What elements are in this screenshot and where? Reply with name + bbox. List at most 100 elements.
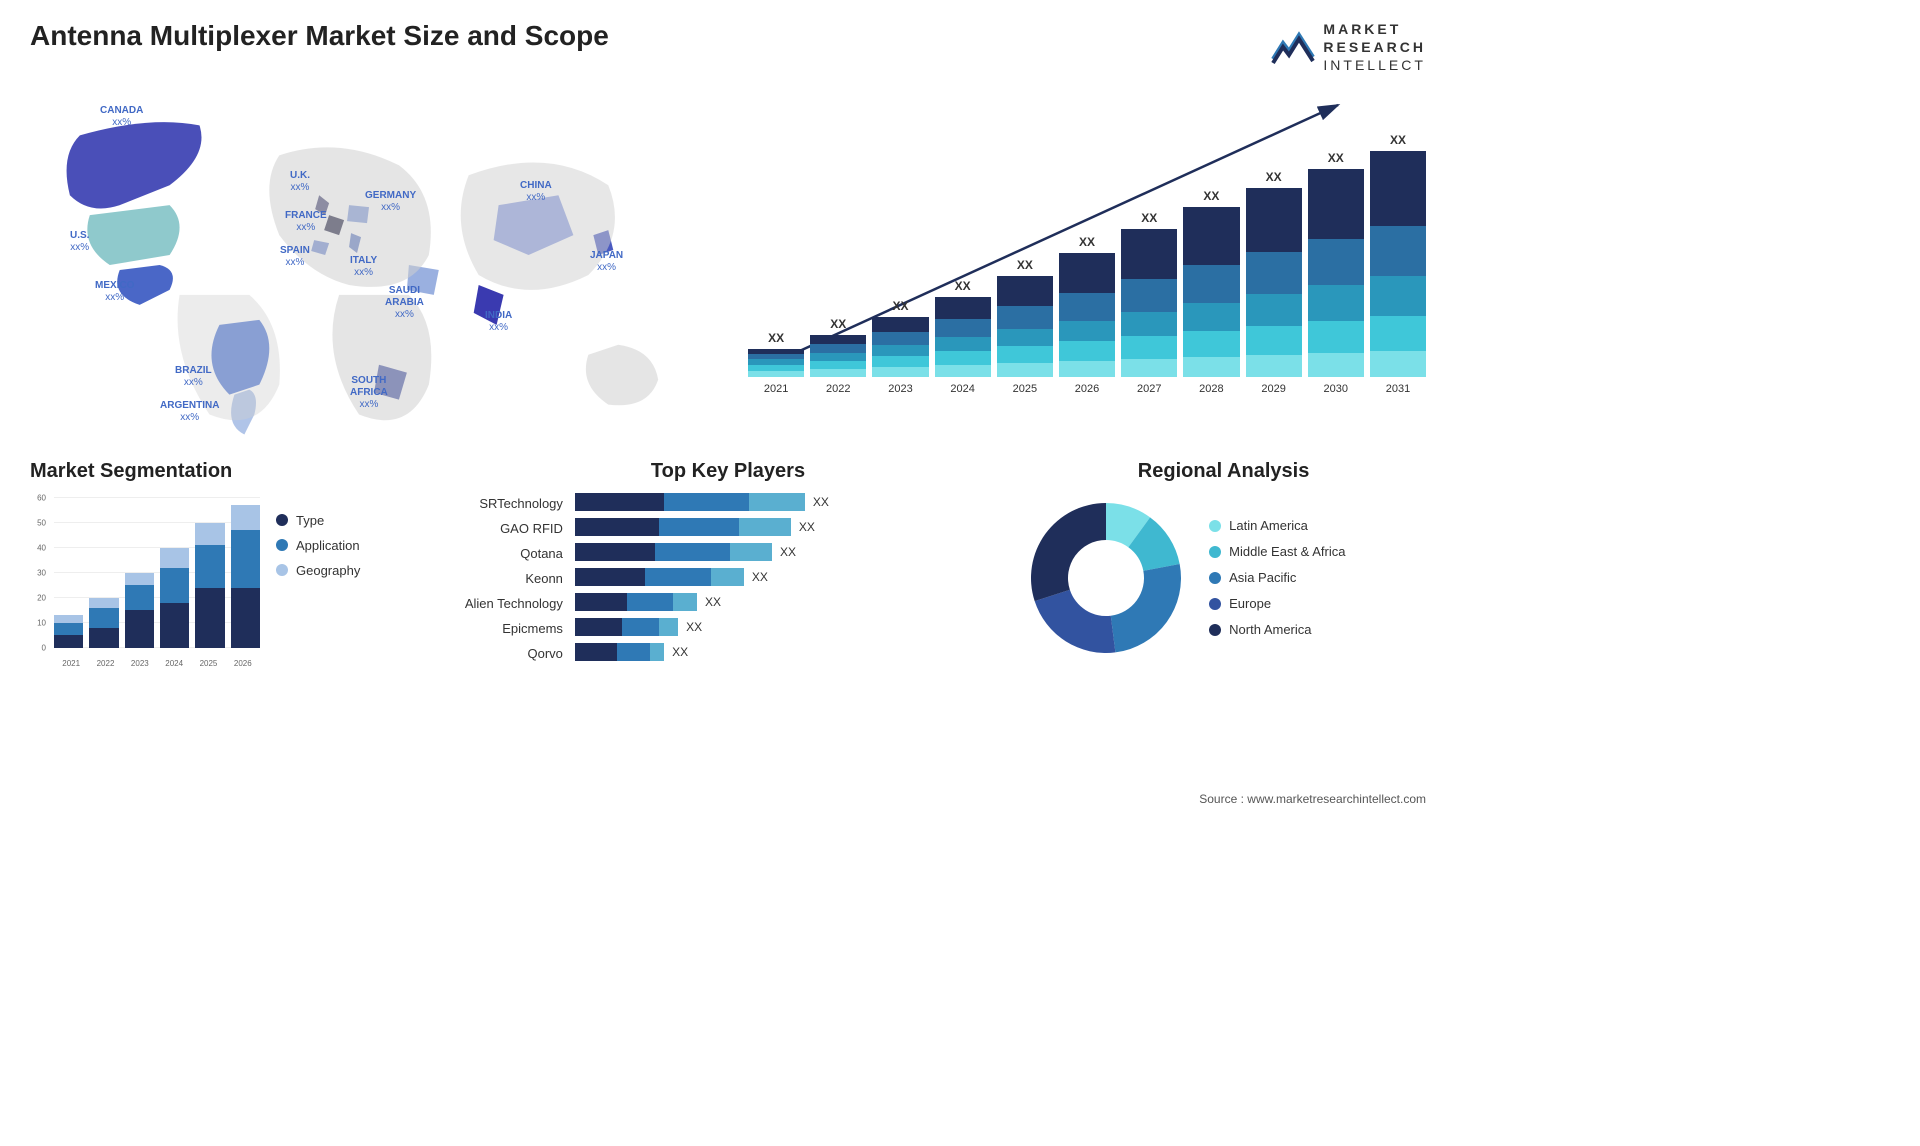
segmentation-panel: Market Segmentation 0102030405060 202120…: [30, 460, 435, 668]
growth-column: XX2028: [1183, 189, 1239, 395]
legend-item: North America: [1209, 622, 1345, 637]
map-label: SAUDIARABIAxx%: [385, 285, 424, 321]
seg-year-label: 2023: [123, 659, 157, 668]
map-label: SPAINxx%: [280, 245, 310, 269]
growth-column: XX2026: [1059, 235, 1115, 395]
map-label: SOUTHAFRICAxx%: [350, 375, 388, 411]
growth-year-label: 2026: [1075, 383, 1099, 395]
player-value: XX: [752, 570, 768, 584]
seg-year-label: 2021: [54, 659, 88, 668]
seg-year-label: 2025: [191, 659, 225, 668]
logo-line3: INTELLECT: [1323, 56, 1426, 74]
map-label: U.S.xx%: [70, 230, 89, 254]
growth-bar: [810, 335, 866, 377]
donut-slice: [1111, 564, 1181, 652]
player-row: XX: [575, 493, 991, 511]
growth-bar: [1246, 188, 1302, 377]
seg-bar: [231, 505, 260, 648]
player-value: XX: [799, 520, 815, 534]
player-bar: [575, 518, 791, 536]
seg-ytick: 20: [37, 593, 46, 602]
seg-bar: [160, 548, 189, 648]
growth-chart: XX2021XX2022XX2023XX2024XX2025XX2026XX20…: [748, 95, 1426, 435]
growth-year-label: 2025: [1013, 383, 1037, 395]
growth-value-label: XX: [1390, 133, 1406, 147]
player-bar: [575, 593, 697, 611]
map-label: JAPANxx%: [590, 250, 623, 274]
growth-year-label: 2029: [1261, 383, 1285, 395]
map-label: INDIAxx%: [485, 310, 512, 334]
players-names: SRTechnologyGAO RFIDQotanaKeonnAlien Tec…: [465, 493, 563, 663]
player-value: XX: [780, 545, 796, 559]
logo-line1: MARKET: [1323, 20, 1426, 38]
page-title: Antenna Multiplexer Market Size and Scop…: [30, 20, 609, 52]
world-map: CANADAxx%U.S.xx%MEXICOxx%BRAZILxx%ARGENT…: [30, 95, 708, 435]
growth-bar: [1183, 207, 1239, 377]
map-label: U.K.xx%: [290, 170, 310, 194]
growth-column: XX 2021: [748, 331, 804, 395]
growth-year-label: 2024: [950, 383, 974, 395]
growth-bar: [748, 349, 804, 377]
regional-donut: [1021, 493, 1191, 663]
seg-year-label: 2022: [88, 659, 122, 668]
growth-bar: [1121, 229, 1177, 377]
seg-column: [231, 505, 260, 648]
growth-column: XX2022: [810, 317, 866, 395]
seg-ytick: 40: [37, 543, 46, 552]
player-row: XX: [575, 643, 991, 661]
players-bars: XXXXXXXXXXXXXX: [575, 493, 991, 663]
segmentation-title: Market Segmentation: [30, 460, 435, 483]
growth-year-label: 2027: [1137, 383, 1161, 395]
player-name: Qotana: [465, 545, 563, 563]
legend-item: Asia Pacific: [1209, 570, 1345, 585]
legend-item: Middle East & Africa: [1209, 544, 1345, 559]
player-bar: [575, 618, 678, 636]
seg-column: [54, 615, 83, 648]
player-value: XX: [705, 595, 721, 609]
logo-line2: RESEARCH: [1323, 38, 1426, 56]
player-value: XX: [686, 620, 702, 634]
player-bar: [575, 543, 772, 561]
growth-column: XX 2024: [935, 279, 991, 395]
growth-value-label: XX: [892, 299, 908, 313]
donut-slice: [1035, 589, 1116, 652]
growth-value-label: XX: [955, 279, 971, 293]
growth-year-label: 2022: [826, 383, 850, 395]
growth-column: XX2025: [997, 258, 1053, 395]
seg-bar: [89, 598, 118, 648]
player-row: XX: [575, 593, 991, 611]
seg-year-label: 2026: [226, 659, 260, 668]
legend-item: Type: [276, 513, 360, 528]
logo: MARKET RESEARCH INTELLECT: [1271, 20, 1426, 75]
growth-value-label: XX: [768, 331, 784, 345]
seg-bar: [125, 573, 154, 648]
legend-item: Europe: [1209, 596, 1345, 611]
growth-year-label: 2028: [1199, 383, 1223, 395]
growth-year-label: 2021: [764, 383, 788, 395]
player-row: XX: [575, 568, 991, 586]
seg-column: [195, 523, 224, 648]
seg-year-label: 2024: [157, 659, 191, 668]
players-panel: Top Key Players SRTechnologyGAO RFIDQota…: [465, 460, 991, 668]
growth-bar: [1059, 253, 1115, 377]
growth-bar: [935, 297, 991, 377]
regional-legend: Latin America Middle East & Africa Asia Pa…: [1209, 518, 1345, 637]
player-name: GAO RFID: [465, 520, 563, 538]
map-label: BRAZILxx%: [175, 365, 212, 389]
growth-bar: [1308, 169, 1364, 377]
seg-ytick: 10: [37, 618, 46, 627]
regional-title: Regional Analysis: [1021, 460, 1426, 483]
player-bar: [575, 493, 805, 511]
player-name: SRTechnology: [465, 495, 563, 513]
seg-bar: [195, 523, 224, 648]
player-value: XX: [672, 645, 688, 659]
player-value: XX: [813, 495, 829, 509]
player-bar: [575, 568, 744, 586]
legend-item: Latin America: [1209, 518, 1345, 533]
seg-ytick: 30: [37, 568, 46, 577]
source-text: Source : www.marketresearchintellect.com: [1199, 792, 1426, 806]
segmentation-legend: TypeApplicationGeography: [276, 493, 360, 668]
growth-column: XX2027: [1121, 211, 1177, 395]
seg-ytick: 50: [37, 518, 46, 527]
seg-bar: [54, 615, 83, 648]
